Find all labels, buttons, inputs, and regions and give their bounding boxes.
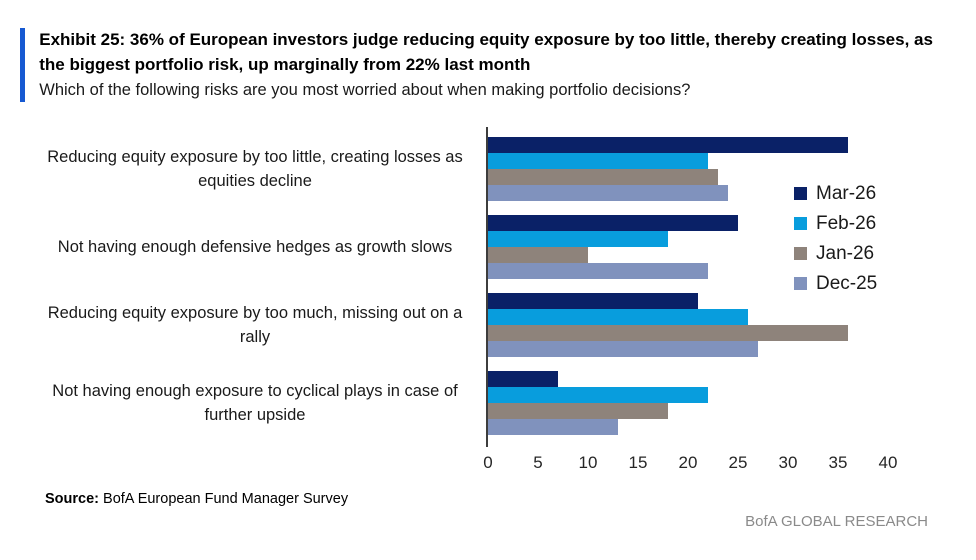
header: Exhibit 25: 36% of European investors ju… <box>20 28 950 102</box>
x-axis: 0 5 10 15 20 25 30 35 40 <box>483 453 897 477</box>
legend-item: Dec-25 <box>794 274 877 293</box>
bar-jan-26 <box>488 169 718 185</box>
legend-label: Jan-26 <box>816 243 875 264</box>
plot-area: Mar-26 Feb-26 Jan-26 Dec-25 <box>486 127 938 449</box>
chart-question-subtitle: Which of the following risks are you mos… <box>39 81 691 100</box>
plot-bars <box>488 137 848 449</box>
category-labels: Reducing equity exposure by too little, … <box>30 127 480 449</box>
x-tick-label: 40 <box>878 453 898 472</box>
category-label: Reducing equity exposure by too little, … <box>47 148 463 190</box>
bofa-global-research-brand: BofA GLOBAL RESEARCH <box>745 513 928 530</box>
x-tick-label: 20 <box>678 453 698 472</box>
bar-dec-25 <box>488 263 708 279</box>
source-note: Source: BofA European Fund Manager Surve… <box>45 491 348 507</box>
legend-item: Jan-26 <box>794 244 877 263</box>
bar-feb-26 <box>488 387 708 403</box>
source-text: BofA European Fund Manager Survey <box>99 491 349 507</box>
bar-mar-26 <box>488 215 738 231</box>
legend-swatch <box>794 217 807 230</box>
legend-swatch <box>794 277 807 290</box>
bar-feb-26 <box>488 153 708 169</box>
bar-dec-25 <box>488 419 618 435</box>
bar-mar-26 <box>488 371 558 387</box>
category-label: Not having enough exposure to cyclical p… <box>52 382 458 424</box>
bar-group <box>488 293 848 357</box>
x-tick-label: 0 <box>483 453 493 472</box>
legend-swatch <box>794 187 807 200</box>
bar-jan-26 <box>488 325 848 341</box>
x-tick-label: 30 <box>778 453 798 472</box>
legend: Mar-26 Feb-26 Jan-26 Dec-25 <box>794 184 877 293</box>
title-accent-bar <box>20 28 26 102</box>
x-tick-label: 25 <box>728 453 748 472</box>
legend-label: Dec-25 <box>816 273 878 294</box>
bar-feb-26 <box>488 309 748 325</box>
legend-item: Feb-26 <box>794 214 877 233</box>
exhibit-title: Exhibit 25: 36% of European investors ju… <box>39 30 933 74</box>
header-text: Exhibit 25: 36% of European investors ju… <box>39 28 950 102</box>
category-label: Not having enough defensive hedges as gr… <box>57 238 453 256</box>
bar-feb-26 <box>488 231 668 247</box>
bar-mar-26 <box>488 137 848 153</box>
bar-dec-25 <box>488 185 728 201</box>
category-label: Reducing equity exposure by too much, mi… <box>47 304 463 346</box>
legend-label: Mar-26 <box>816 183 877 204</box>
bar-group <box>488 137 848 201</box>
x-tick-label: 35 <box>828 453 848 472</box>
y-axis-line <box>486 127 488 447</box>
legend-label: Feb-26 <box>816 213 877 234</box>
x-tick-label: 10 <box>578 453 598 472</box>
bar-dec-25 <box>488 341 758 357</box>
source-label: Source: <box>45 491 99 507</box>
legend-item: Mar-26 <box>794 184 877 203</box>
bar-mar-26 <box>488 293 698 309</box>
bar-group <box>488 215 848 279</box>
bar-jan-26 <box>488 403 668 419</box>
legend-swatch <box>794 247 807 260</box>
bar-group <box>488 371 848 435</box>
x-tick-label: 5 <box>533 453 543 472</box>
x-tick-label: 15 <box>628 453 648 472</box>
bar-jan-26 <box>488 247 588 263</box>
